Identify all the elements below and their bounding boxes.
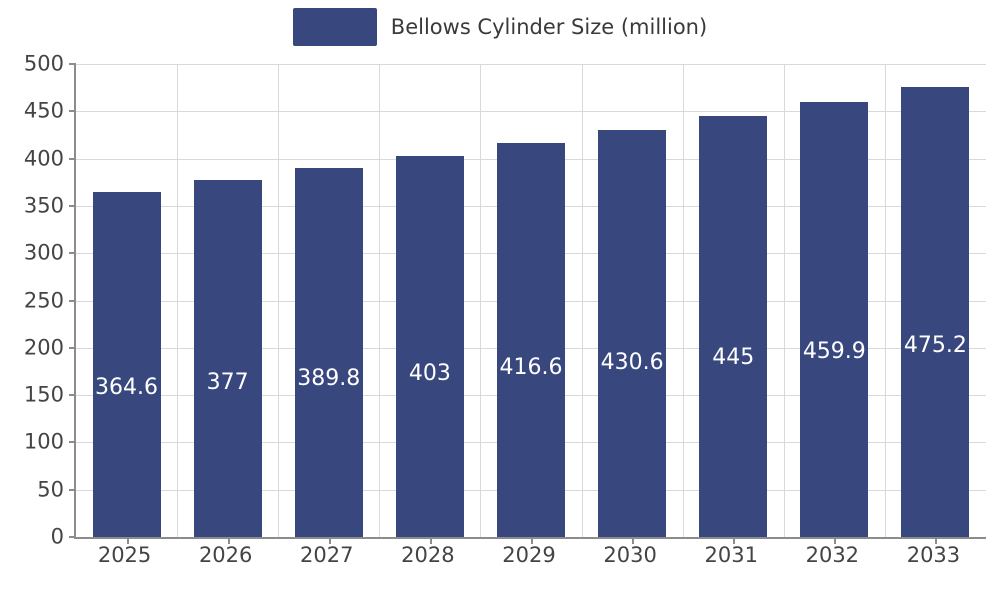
y-tick-label: 100 [23, 429, 64, 454]
y-tick-mark [69, 346, 76, 349]
x-axis-labels: 2025 2026 2027 2028 2029 2030 2031 2032 2033 [74, 545, 984, 566]
y-tick-mark [69, 110, 76, 113]
x-tick-label: 2032 [805, 543, 860, 567]
bar-slot: 389.8 [278, 64, 379, 537]
x-tick-mark [429, 537, 432, 544]
bar-slot: 430.6 [582, 64, 683, 537]
vertical-gridline [783, 64, 785, 537]
gridline [76, 111, 986, 113]
x-tick-label: 2030 [603, 543, 657, 567]
vertical-gridline [379, 64, 381, 537]
x-tick-mark [126, 537, 129, 544]
y-tick-mark [69, 252, 76, 255]
legend-swatch-bellows-cylinder-size [292, 8, 377, 46]
x-tick-mark [834, 537, 837, 544]
y-tick-mark [69, 536, 76, 538]
x-tick-mark [935, 537, 938, 544]
bar[interactable]: 377 [193, 180, 262, 537]
x-tick-label: 2033 [906, 543, 961, 567]
y-tick-label: 450 [23, 98, 64, 123]
bar[interactable]: 403 [395, 155, 464, 537]
y-tick-label: 300 [23, 240, 64, 265]
x-tick-mark [227, 537, 230, 544]
vertical-gridline [682, 64, 684, 537]
x-tick-label: 2027 [300, 543, 354, 567]
y-tick-mark [69, 394, 76, 397]
bar-value-label: 377 [206, 370, 249, 396]
y-tick-mark [69, 299, 76, 302]
y-tick-label: 350 [23, 193, 64, 218]
y-tick-label: 500 [23, 51, 64, 76]
x-tick-label: 2025 [97, 543, 152, 567]
bar-value-label: 389.8 [297, 365, 361, 391]
bar[interactable]: 389.8 [294, 168, 363, 537]
x-tick-mark [531, 537, 533, 544]
y-tick-mark [69, 441, 76, 444]
bar-slot: 445 [683, 64, 784, 537]
y-tick-mark [69, 204, 76, 207]
y-tick-mark [69, 63, 76, 65]
bar-slot: 377 [177, 64, 278, 537]
vertical-gridline [884, 64, 886, 537]
legend-label-bellows-cylinder-size: Bellows Cylinder Size (million) [390, 14, 708, 39]
vertical-gridline [177, 64, 179, 537]
bar[interactable]: 445 [699, 116, 768, 537]
x-tick-mark [328, 537, 331, 544]
bar[interactable]: 430.6 [598, 129, 667, 537]
x-tick-label: 2028 [401, 543, 455, 567]
bar[interactable]: 475.2 [901, 87, 970, 537]
vertical-gridline [581, 64, 583, 537]
bars-group: 364.6 377 389.8 403 416.6 430.6 445 459.9 475.2 [76, 64, 986, 537]
bar-value-label: 475.2 [903, 333, 967, 359]
bar[interactable]: 416.6 [496, 142, 565, 537]
x-tick-label: 2031 [704, 543, 758, 567]
bar-value-label: 445 [712, 344, 755, 370]
y-tick-label: 200 [23, 335, 64, 360]
bar[interactable]: 459.9 [800, 101, 869, 537]
x-tick-mark [632, 537, 635, 544]
bar-value-label: 416.6 [499, 355, 563, 381]
bar-value-label: 364.6 [95, 375, 159, 401]
vertical-gridline [480, 64, 482, 537]
bar-slot: 364.6 [76, 64, 177, 537]
y-tick-label: 400 [23, 146, 64, 171]
x-tick-label: 2029 [502, 543, 556, 567]
y-tick-label: 250 [23, 288, 64, 312]
chart-legend: Bellows Cylinder Size (million) [0, 8, 1000, 46]
bar-value-label: 459.9 [802, 338, 866, 364]
vertical-gridline [278, 64, 280, 537]
bar-slot: 459.9 [784, 64, 885, 537]
gridline [76, 64, 986, 65]
plot-area: 0 50 100 150 200 250 300 350 400 450 500 364.6 377 3… [24, 53, 986, 547]
y-tick-label: 150 [23, 382, 64, 407]
y-tick-mark [69, 488, 76, 491]
bar[interactable]: 364.6 [92, 192, 161, 537]
x-tick-mark [733, 537, 736, 544]
y-tick-label: 0 [50, 524, 64, 549]
bar-slot: 403 [379, 64, 480, 537]
bar-value-label: 403 [408, 360, 451, 386]
x-tick-label: 2026 [198, 543, 253, 567]
y-tick-mark [69, 157, 76, 160]
bar-value-label: 430.6 [600, 350, 664, 376]
bar-slot: 416.6 [480, 64, 581, 537]
bar-slot: 475.2 [885, 64, 986, 537]
y-tick-label: 50 [37, 477, 64, 502]
